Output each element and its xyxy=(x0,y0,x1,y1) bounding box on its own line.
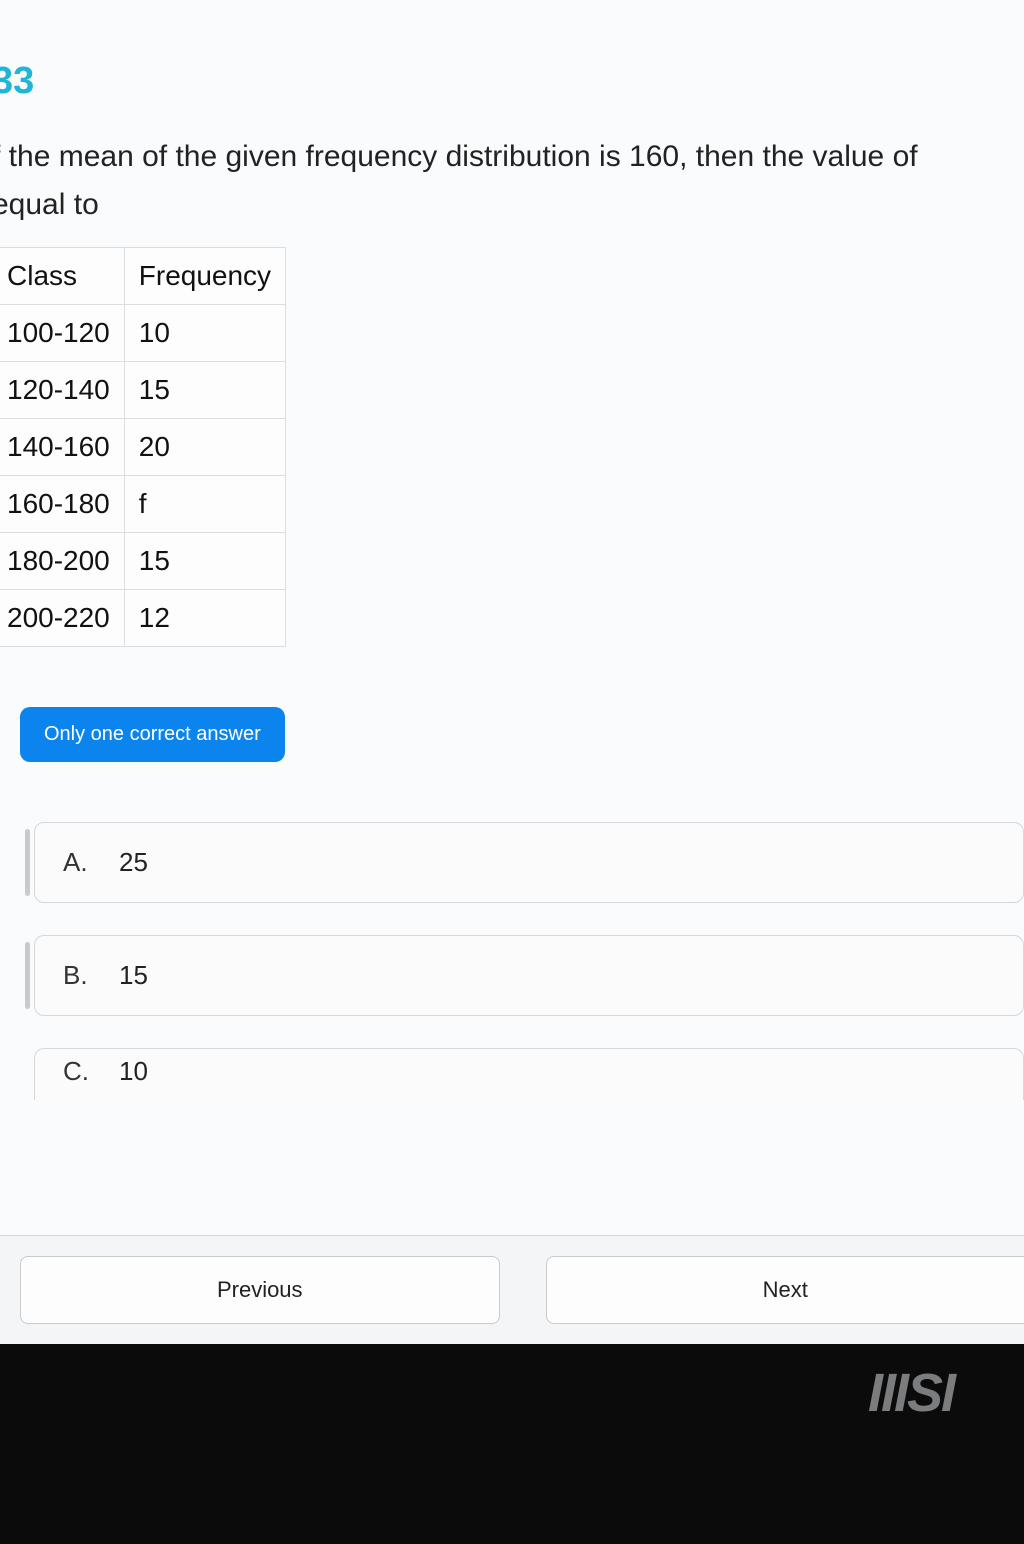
table-cell-freq: 12 xyxy=(124,590,285,647)
question-text-line2: equal to xyxy=(0,188,99,221)
answer-options: A. 25 B. 15 C. 10 xyxy=(0,822,1024,1100)
laptop-brand-logo: IIISI xyxy=(868,1362,954,1424)
quiz-screen: 33 f the mean of the given frequency dis… xyxy=(0,0,1024,1544)
next-button[interactable]: Next xyxy=(546,1256,1024,1324)
table-cell-class: 160-180 xyxy=(0,476,124,533)
option-b[interactable]: B. 15 xyxy=(34,935,1024,1016)
option-value: 10 xyxy=(119,1056,148,1087)
table-row: 200-220 12 xyxy=(0,590,286,647)
option-value: 15 xyxy=(119,960,148,991)
laptop-bezel: IIISI xyxy=(0,1344,1024,1544)
table-cell-class: 120-140 xyxy=(0,362,124,419)
table-cell-class: 100-120 xyxy=(0,305,124,362)
table-cell-freq: f xyxy=(124,476,285,533)
previous-button[interactable]: Previous xyxy=(20,1256,500,1324)
option-letter: C. xyxy=(63,1056,119,1087)
table-cell-class: 200-220 xyxy=(0,590,124,647)
question-text-line1: f the mean of the given frequency distri… xyxy=(0,140,918,173)
answer-type-badge: Only one correct answer xyxy=(20,707,285,762)
table-row: 120-140 15 xyxy=(0,362,286,419)
option-c[interactable]: C. 10 xyxy=(34,1048,1024,1100)
table-header-row: Class Frequency xyxy=(0,248,286,305)
table-row: 100-120 10 xyxy=(0,305,286,362)
table-cell-freq: 10 xyxy=(124,305,285,362)
table-header-class: Class xyxy=(0,248,124,305)
question-text: f the mean of the given frequency distri… xyxy=(0,133,1024,229)
nav-bar: Previous Next xyxy=(0,1235,1024,1344)
table-row: 160-180 f xyxy=(0,476,286,533)
option-value: 25 xyxy=(119,847,148,878)
table-cell-freq: 15 xyxy=(124,533,285,590)
table-cell-freq: 15 xyxy=(124,362,285,419)
option-letter: B. xyxy=(63,960,119,991)
table-cell-freq: 20 xyxy=(124,419,285,476)
table-row: 180-200 15 xyxy=(0,533,286,590)
table-header-frequency: Frequency xyxy=(124,248,285,305)
table-cell-class: 180-200 xyxy=(0,533,124,590)
table-row: 140-160 20 xyxy=(0,419,286,476)
option-letter: A. xyxy=(63,847,119,878)
option-a[interactable]: A. 25 xyxy=(34,822,1024,903)
question-number: 33 xyxy=(0,60,1024,133)
frequency-table: Class Frequency 100-120 10 120-140 15 14… xyxy=(0,247,286,647)
table-cell-class: 140-160 xyxy=(0,419,124,476)
